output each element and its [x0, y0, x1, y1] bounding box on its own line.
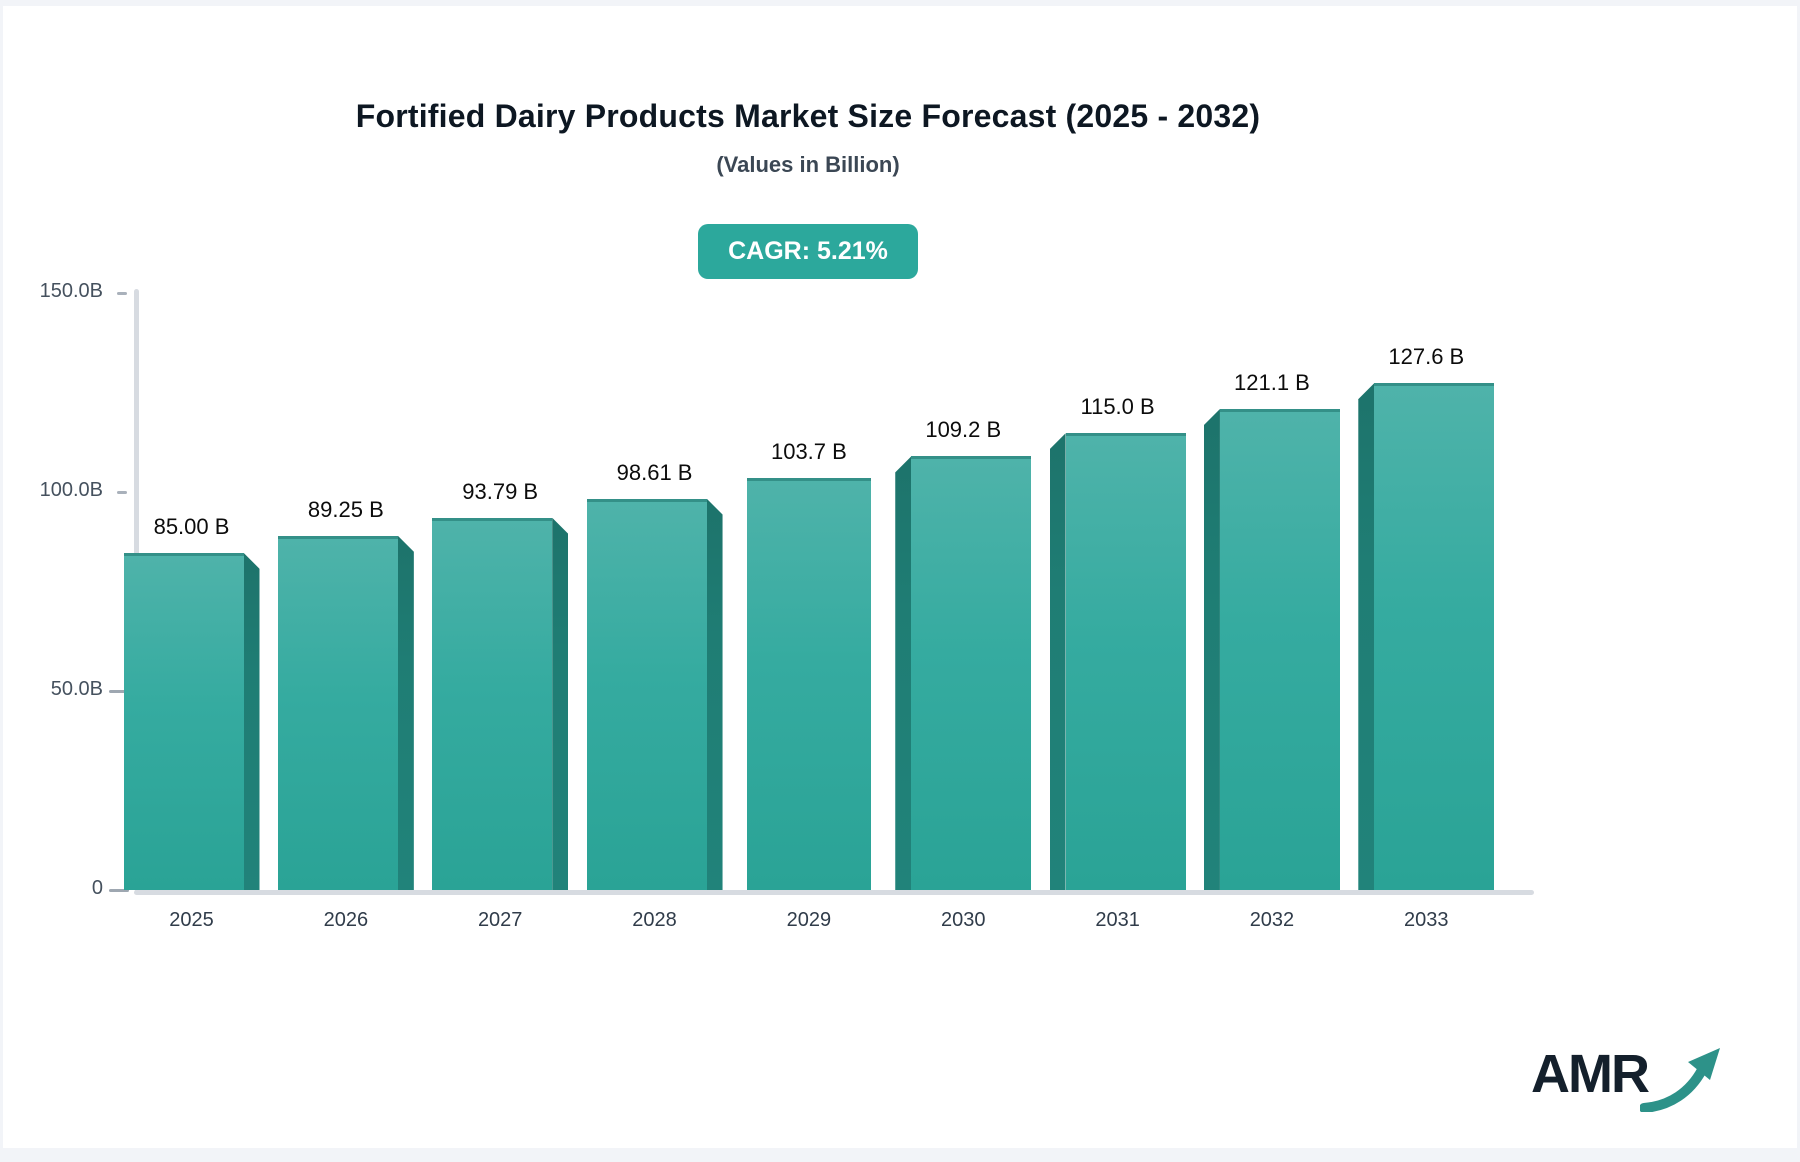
amr-logo: AMR — [1531, 1036, 1724, 1112]
x-tick-label-2025: 2025 — [112, 909, 272, 932]
x-axis-line — [134, 890, 1534, 895]
x-tick-label-2026: 2026 — [266, 909, 426, 932]
bar-value-label-2032: 121.1 B — [1182, 370, 1362, 396]
plot-area: 150.0B 100.0B 50.0B 0 85.00 B 2025 89.25 B 2026… — [3, 6, 1800, 1162]
x-tick-label-2033: 2033 — [1346, 909, 1506, 932]
bar-face — [124, 553, 244, 890]
x-tick-label-2032: 2032 — [1192, 909, 1352, 932]
y-tick-mark — [117, 491, 127, 494]
x-tick-label-2027: 2027 — [420, 909, 580, 932]
bar-2028[interactable] — [587, 499, 723, 890]
bar-2031[interactable] — [1050, 433, 1186, 890]
bar-3d-side — [895, 456, 911, 890]
bar-2032[interactable] — [1204, 409, 1340, 890]
bar-value-label-2031: 115.0 B — [1028, 394, 1208, 420]
bar-value-label-2033: 127.6 B — [1336, 344, 1516, 370]
bar-face — [432, 518, 552, 890]
bar-top-rim — [124, 553, 244, 556]
bar-face — [911, 456, 1031, 890]
bar-3d-side — [1050, 433, 1066, 890]
bar-2033[interactable] — [1358, 383, 1494, 890]
bar-value-label-2028: 98.61 B — [565, 460, 745, 486]
bar-face — [1220, 409, 1340, 890]
bar-2027[interactable] — [432, 518, 568, 890]
bar-face — [1066, 433, 1186, 890]
y-tick-label-50.0B: 50.0B — [3, 678, 103, 701]
bar-value-label-2026: 89.25 B — [256, 497, 436, 523]
bar-face — [278, 536, 398, 890]
x-tick-label-2030: 2030 — [883, 909, 1043, 932]
bar-top-rim — [747, 478, 871, 481]
x-tick-label-2028: 2028 — [575, 909, 735, 932]
bar-3d-side — [552, 518, 568, 890]
bar-face — [747, 478, 871, 890]
bar-3d-side — [398, 536, 414, 890]
x-tick-label-2029: 2029 — [729, 909, 889, 932]
amr-logo-text: AMR — [1531, 1043, 1648, 1105]
bar-2026[interactable] — [278, 536, 414, 890]
bar-2025[interactable] — [124, 553, 260, 890]
bar-3d-side — [1358, 383, 1374, 890]
bar-top-rim — [1066, 433, 1186, 436]
bar-3d-side — [707, 499, 723, 890]
bar-3d-side — [244, 553, 260, 890]
bar-value-label-2025: 85.00 B — [102, 514, 282, 540]
bar-top-rim — [911, 456, 1031, 459]
amr-logo-arrow-icon — [1640, 1046, 1724, 1112]
x-tick-label-2031: 2031 — [1038, 909, 1198, 932]
bar-value-label-2030: 109.2 B — [873, 417, 1053, 443]
bar-face — [587, 499, 707, 890]
bar-2029[interactable] — [747, 478, 871, 890]
y-tick-label-150.0B: 150.0B — [3, 280, 103, 303]
bar-face — [1374, 383, 1494, 890]
bar-value-label-2027: 93.79 B — [410, 479, 590, 505]
bar-top-rim — [587, 499, 707, 502]
bar-top-rim — [1374, 383, 1494, 386]
y-tick-mark — [117, 292, 127, 295]
y-tick-label-0: 0 — [3, 877, 103, 900]
bar-value-label-2029: 103.7 B — [719, 439, 899, 465]
y-tick-label-100.0B: 100.0B — [3, 479, 103, 502]
bar-top-rim — [278, 536, 398, 539]
bar-top-rim — [1220, 409, 1340, 412]
bar-top-rim — [432, 518, 552, 521]
bar-2030[interactable] — [895, 456, 1031, 890]
chart-card: Fortified Dairy Products Market Size For… — [3, 6, 1797, 1148]
bar-3d-side — [1204, 409, 1220, 890]
